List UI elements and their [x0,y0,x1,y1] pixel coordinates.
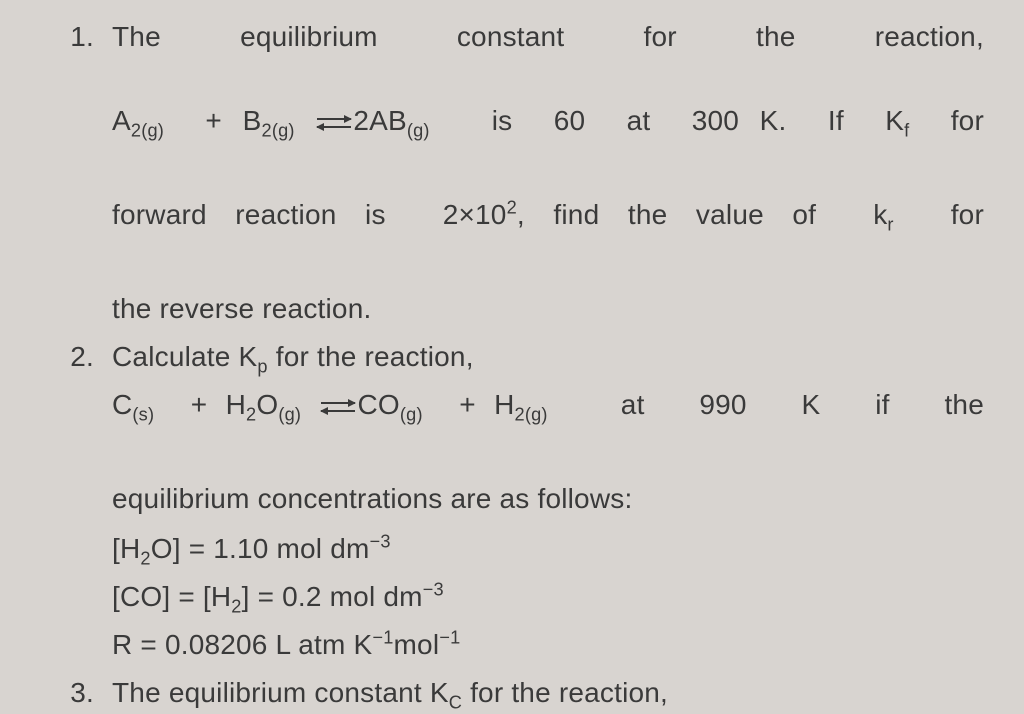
subscript: 2(g) [515,405,548,425]
text: the [756,21,796,52]
text: 2AB [353,105,407,136]
text: K [430,677,449,708]
subscript: 2(g) [262,121,295,141]
text: = [178,581,195,612]
text: = [258,581,275,612]
q1-line4: the reverse reaction. [112,288,984,330]
text: The equilibrium constant [112,677,422,708]
text: at [621,389,645,420]
q2-line1: Calculate Kp for the reaction, [112,336,984,378]
text: 2×10 [443,199,507,230]
text: The [112,21,161,52]
text: 300 K. [692,105,787,136]
text: 1.10 mol dm [213,533,369,564]
q1-line3: forward reaction is 2×102, find the valu… [112,194,984,278]
text: + [191,389,208,420]
text: H [494,389,514,420]
q3-body: The equilibrium constant KC for the reac… [112,672,984,714]
q2-conc-h2o: [H2O] = 1.10 mol dm−3 [112,528,984,570]
text: equilibrium concentrations are as follow… [112,483,632,514]
text: for [644,21,677,52]
q2-body: Calculate Kp for the reaction, C(s) + H2… [112,336,984,666]
text: K [802,389,821,420]
text: O] [151,533,181,564]
q2-r-const: R = 0.08206 L atm K−1mol−1 [112,624,984,666]
q1-body: The equilibrium constant for the reactio… [112,16,984,330]
text: ] [242,581,250,612]
text: If [828,105,844,136]
text: if [875,389,889,420]
q2-line3: equilibrium concentrations are as follow… [112,478,984,520]
text: k [873,199,887,230]
question-2: 2. Calculate Kp for the reaction, C(s) +… [60,336,984,666]
text: forward reaction is [112,199,386,230]
text: [CO] [112,581,170,612]
superscript: −3 [423,580,444,600]
equilibrium-arrow-icon [321,400,355,414]
subscript: (g) [278,405,301,425]
text: 60 [554,105,586,136]
subscript: (g) [407,121,430,141]
q2-line2: C(s) + H2O(g) CO(g) + H2(g) at 990 K if … [112,384,984,468]
text: for [951,199,984,230]
subscript: (s) [132,405,154,425]
text: Calculate [112,341,231,372]
text: [H [112,533,140,564]
subscript: 2 [231,597,241,617]
equilibrium-arrow-icon [317,116,351,130]
text: for the reaction, [470,677,668,708]
page: 1. The equilibrium constant for the reac… [0,0,1024,714]
superscript: −1 [439,628,460,648]
text: K [885,105,904,136]
text: reaction, [875,21,984,52]
text: the [944,389,984,420]
text: O [256,389,278,420]
superscript: −1 [372,628,393,648]
text: C [112,389,132,420]
q1-line1: The equilibrium constant for the reactio… [112,16,984,100]
subscript: C [449,693,462,713]
text: B [243,105,262,136]
text: + [459,389,476,420]
text: equilibrium [240,21,378,52]
subscript: (g) [400,405,423,425]
subscript: f [904,121,909,141]
text: 990 [699,389,746,420]
text: = [189,533,206,564]
question-1: 1. The equilibrium constant for the reac… [60,16,984,330]
text: constant [457,21,564,52]
subscript: 2(g) [131,121,164,141]
question-3: 3. The equilibrium constant KC for the r… [60,672,984,714]
q2-number: 2. [60,336,112,666]
text: 0.2 mol dm [282,581,423,612]
text: , find the value of [517,199,816,230]
text: at [627,105,651,136]
text: for the reaction, [276,341,474,372]
text: the reverse reaction. [112,293,371,324]
subscript: 2 [140,549,150,569]
text: [H [203,581,231,612]
superscript: −3 [370,532,391,552]
q1-line2: A2(g) + B2(g) 2AB(g) is 60 at 300 K. If … [112,100,984,184]
q2-conc-co-h2: [CO] = [H2] = 0.2 mol dm−3 [112,576,984,618]
superscript: 2 [507,198,517,218]
text: H [226,389,246,420]
subscript: r [887,215,893,235]
text: for [951,105,984,136]
text: K [239,341,258,372]
text: is [492,105,513,136]
q3-number: 3. [60,672,112,714]
subscript: p [257,357,267,377]
text: A [112,105,131,136]
subscript: 2 [246,405,256,425]
text: CO [357,389,399,420]
q1-number: 1. [60,16,112,330]
